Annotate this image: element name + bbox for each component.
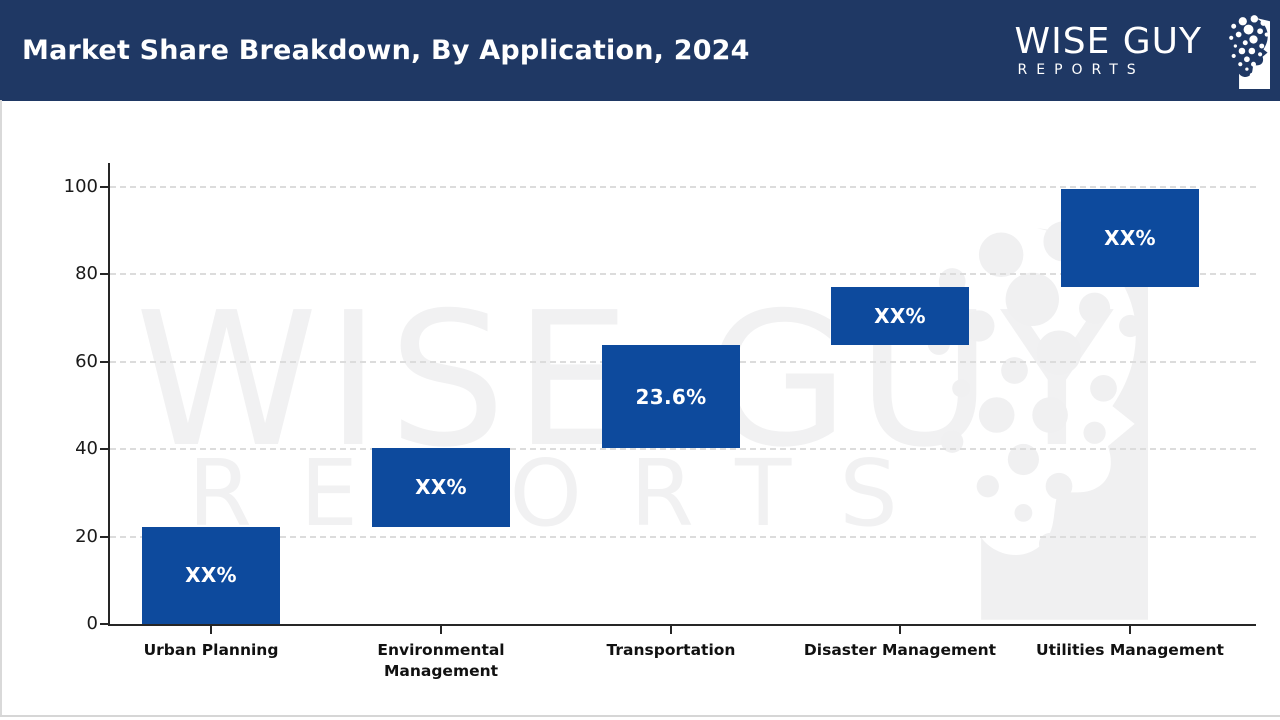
x-tick-mark-utilities-management	[1129, 626, 1131, 634]
y-tick-label-80: 80	[75, 263, 98, 285]
bar-disaster-management: XX%	[831, 286, 969, 346]
y-tick-label-100: 100	[63, 176, 98, 197]
y-tick-mark-40	[100, 448, 108, 451]
y-tick-label-40: 40	[75, 438, 98, 460]
y-tick-mark-80	[100, 273, 108, 276]
bar-value-label-environmental-management: XX%	[415, 475, 467, 500]
bar-transportation: 23.6%	[602, 345, 740, 449]
bottom-border	[0, 715, 1280, 717]
gridline-80	[110, 273, 1256, 276]
category-label-environmental-management: Environmental Management	[377, 641, 505, 680]
brand-logo: WISE GUY REPORTS	[1015, 9, 1280, 93]
x-axis-line	[108, 624, 1256, 626]
y-tick-label-60: 60	[75, 350, 98, 372]
brand-subname: REPORTS	[1017, 62, 1145, 79]
category-label-transportation: Transportation	[606, 641, 736, 659]
bar-urban-planning: XX%	[142, 526, 280, 624]
face-profile-icon	[1229, 14, 1270, 89]
gridline-40	[110, 448, 1256, 451]
category-label-utilities-management: Utilities Management	[1036, 641, 1224, 659]
bar-value-label-disaster-management: XX%	[874, 303, 926, 328]
x-tick-mark-disaster-management	[899, 626, 901, 634]
bar-value-label-transportation: 23.6%	[635, 384, 707, 409]
chart-area: 0 20 40 60 80 100 XX% XX% 23.6% XX% XX% Urban Plann…	[0, 101, 1280, 715]
y-tick-mark-60	[100, 360, 108, 363]
bar-environmental-management: XX%	[372, 448, 510, 527]
y-tick-mark-100	[100, 186, 108, 188]
category-label-urban-planning: Urban Planning	[143, 641, 279, 659]
bar-value-label-urban-planning: XX%	[185, 563, 237, 588]
header-bar: Market Share Breakdown, By Application, …	[0, 0, 1280, 101]
gridline-20	[110, 535, 1256, 538]
x-tick-mark-transportation	[670, 626, 672, 634]
bar-value-label-utilities-management: XX%	[1104, 225, 1156, 250]
category-label-disaster-management: Disaster Management	[803, 641, 997, 659]
y-tick-mark-0	[100, 623, 108, 625]
y-tick-mark-20	[100, 535, 108, 538]
page-title: Market Share Breakdown, By Application, …	[22, 35, 750, 66]
x-tick-mark-urban-planning	[210, 626, 212, 634]
x-tick-mark-environmental-management	[440, 626, 442, 634]
bar-utilities-management: XX%	[1061, 189, 1199, 287]
y-tick-label-0: 0	[86, 613, 98, 634]
brand-logo-text: WISE GUY REPORTS	[1014, 20, 1203, 79]
y-axis-line	[108, 163, 110, 626]
watermark-text-secondary: REPORTS	[188, 440, 946, 547]
brand-name: WISE GUY	[1014, 20, 1202, 62]
gridline-100	[110, 186, 1256, 188]
y-tick-label-20: 20	[75, 525, 98, 547]
